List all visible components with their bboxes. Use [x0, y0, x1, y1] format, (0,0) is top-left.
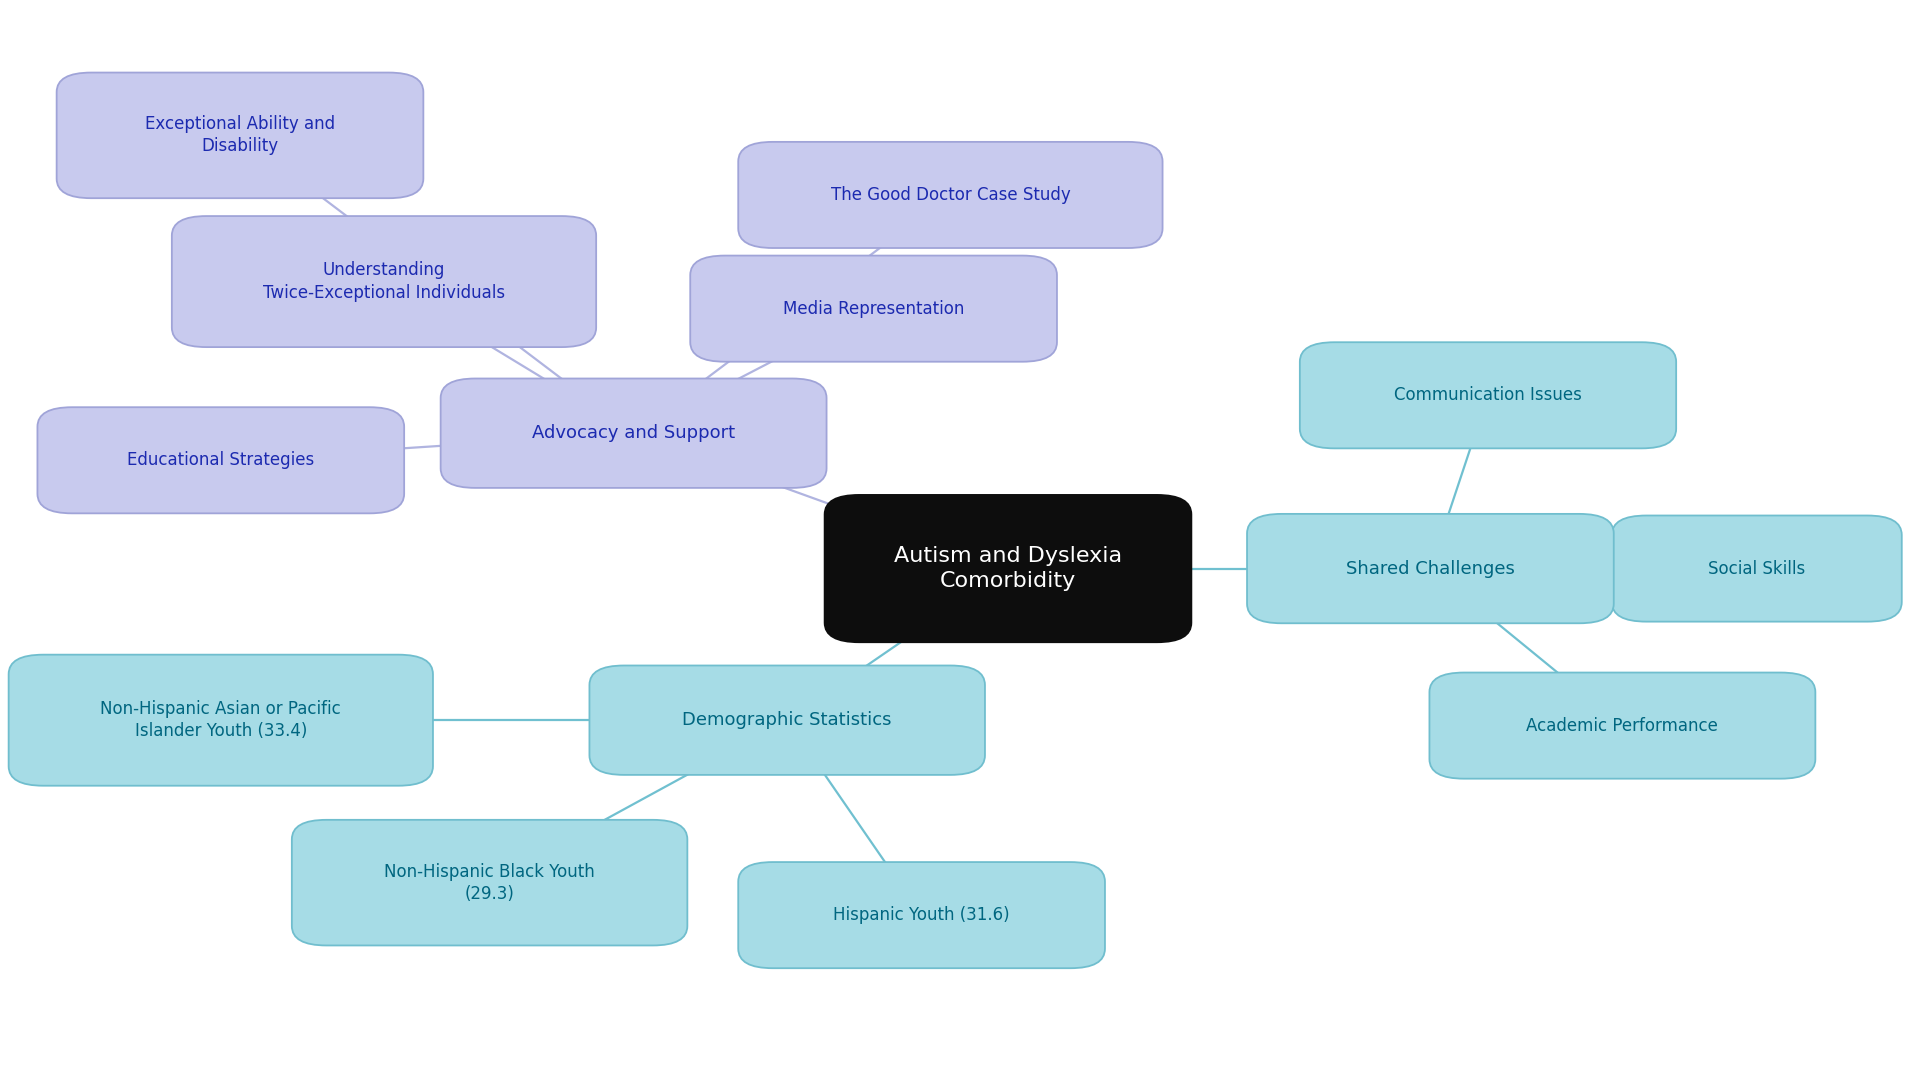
- Text: Non-Hispanic Asian or Pacific
Islander Youth (33.4): Non-Hispanic Asian or Pacific Islander Y…: [100, 700, 342, 741]
- FancyBboxPatch shape: [442, 379, 826, 488]
- FancyBboxPatch shape: [292, 820, 687, 945]
- FancyBboxPatch shape: [58, 73, 422, 198]
- FancyBboxPatch shape: [691, 256, 1056, 362]
- Text: Autism and Dyslexia
Comorbidity: Autism and Dyslexia Comorbidity: [895, 546, 1121, 591]
- FancyBboxPatch shape: [826, 495, 1190, 642]
- Text: Shared Challenges: Shared Challenges: [1346, 560, 1515, 577]
- Text: Communication Issues: Communication Issues: [1394, 387, 1582, 404]
- FancyBboxPatch shape: [38, 407, 405, 513]
- Text: Media Representation: Media Representation: [783, 300, 964, 317]
- Text: Educational Strategies: Educational Strategies: [127, 452, 315, 469]
- Text: Demographic Statistics: Demographic Statistics: [682, 712, 893, 729]
- FancyBboxPatch shape: [10, 654, 434, 786]
- FancyBboxPatch shape: [737, 862, 1104, 968]
- FancyBboxPatch shape: [1248, 514, 1613, 624]
- Text: Hispanic Youth (31.6): Hispanic Youth (31.6): [833, 906, 1010, 924]
- Text: Non-Hispanic Black Youth
(29.3): Non-Hispanic Black Youth (29.3): [384, 862, 595, 903]
- FancyBboxPatch shape: [1300, 342, 1676, 448]
- FancyBboxPatch shape: [589, 665, 985, 775]
- Text: Social Skills: Social Skills: [1709, 560, 1805, 577]
- FancyBboxPatch shape: [737, 142, 1162, 248]
- FancyBboxPatch shape: [1428, 673, 1816, 779]
- Text: Advocacy and Support: Advocacy and Support: [532, 425, 735, 442]
- Text: Academic Performance: Academic Performance: [1526, 717, 1718, 734]
- Text: Exceptional Ability and
Disability: Exceptional Ability and Disability: [144, 115, 336, 156]
- FancyBboxPatch shape: [1613, 516, 1901, 622]
- Text: The Good Doctor Case Study: The Good Doctor Case Study: [831, 186, 1069, 204]
- Text: Understanding
Twice-Exceptional Individuals: Understanding Twice-Exceptional Individu…: [263, 261, 505, 302]
- FancyBboxPatch shape: [173, 217, 595, 347]
